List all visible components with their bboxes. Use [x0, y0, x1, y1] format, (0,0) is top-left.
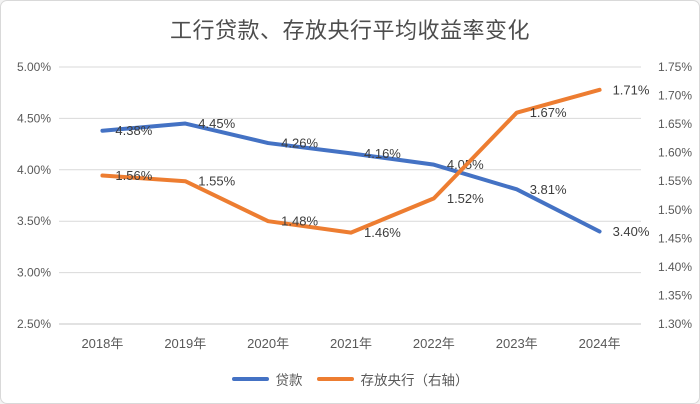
left-axis-tick: 4.50% — [17, 111, 51, 125]
x-axis-label: 2022年 — [413, 336, 455, 351]
right-axis-tick: 1.65% — [658, 117, 692, 131]
data-label-pboc-deposit: 1.46% — [364, 225, 401, 240]
data-label-loan: 4.16% — [364, 146, 401, 161]
legend-swatch-loan-icon — [231, 376, 269, 382]
right-axis-tick: 1.30% — [658, 317, 692, 331]
data-label-pboc-deposit: 1.71% — [613, 82, 650, 97]
left-axis-tick: 3.50% — [17, 214, 51, 228]
right-axis-tick: 1.35% — [658, 288, 692, 302]
data-label-loan: 3.81% — [530, 182, 567, 197]
right-axis-tick: 1.40% — [658, 260, 692, 274]
legend-label-pboc-deposit: 存放央行（右轴） — [360, 373, 469, 388]
left-axis-tick: 2.50% — [17, 317, 51, 331]
data-label-pboc-deposit: 1.67% — [530, 105, 567, 120]
series-line-pboc-deposit — [100, 87, 602, 235]
data-label-loan: 3.40% — [613, 224, 650, 239]
right-axis-tick: 1.55% — [658, 174, 692, 188]
data-label-loan: 4.26% — [281, 136, 318, 151]
right-axis-tick: 1.70% — [658, 89, 692, 103]
x-axis-label: 2020年 — [247, 336, 289, 351]
data-label-pboc-deposit: 1.52% — [447, 191, 484, 206]
data-label-loan: 4.38% — [115, 123, 152, 138]
legend-item-loan: 贷款 — [231, 369, 303, 389]
x-axis-label: 2023年 — [496, 336, 538, 351]
left-axis-tick: 3.00% — [17, 266, 51, 280]
chart-legend: 贷款 存放央行（右轴） — [1, 369, 699, 389]
left-axis-tick: 5.00% — [17, 60, 51, 74]
x-axis-label: 2018年 — [81, 336, 123, 351]
data-label-pboc-deposit: 1.55% — [198, 174, 235, 189]
legend-swatch-pboc-deposit-icon — [316, 376, 354, 382]
legend-label-loan: 贷款 — [275, 373, 303, 388]
line-chart-plot-area: 5.00% 4.50% 4.00% 3.50% 3.00% 2.50% 1.75% 1.70%… — [17, 60, 692, 351]
chart-title: 工行贷款、存放央行平均收益率变化 — [169, 18, 530, 43]
right-axis-tick: 1.75% — [658, 60, 692, 74]
data-label-pboc-deposit: 1.48% — [281, 214, 318, 229]
left-axis-tick: 4.00% — [17, 163, 51, 177]
x-axis-label: 2019年 — [164, 336, 206, 351]
x-axis-label: 2024年 — [579, 336, 621, 351]
right-axis-tick: 1.50% — [658, 203, 692, 217]
x-axis-label: 2021年 — [330, 336, 372, 351]
data-label-pboc-deposit: 1.56% — [115, 168, 152, 183]
data-label-loan: 4.45% — [198, 116, 235, 131]
legend-item-pboc-deposit: 存放央行（右轴） — [316, 369, 469, 389]
right-axis-tick: 1.45% — [658, 231, 692, 245]
right-axis-tick: 1.60% — [658, 146, 692, 160]
series-line-loan — [100, 121, 602, 234]
